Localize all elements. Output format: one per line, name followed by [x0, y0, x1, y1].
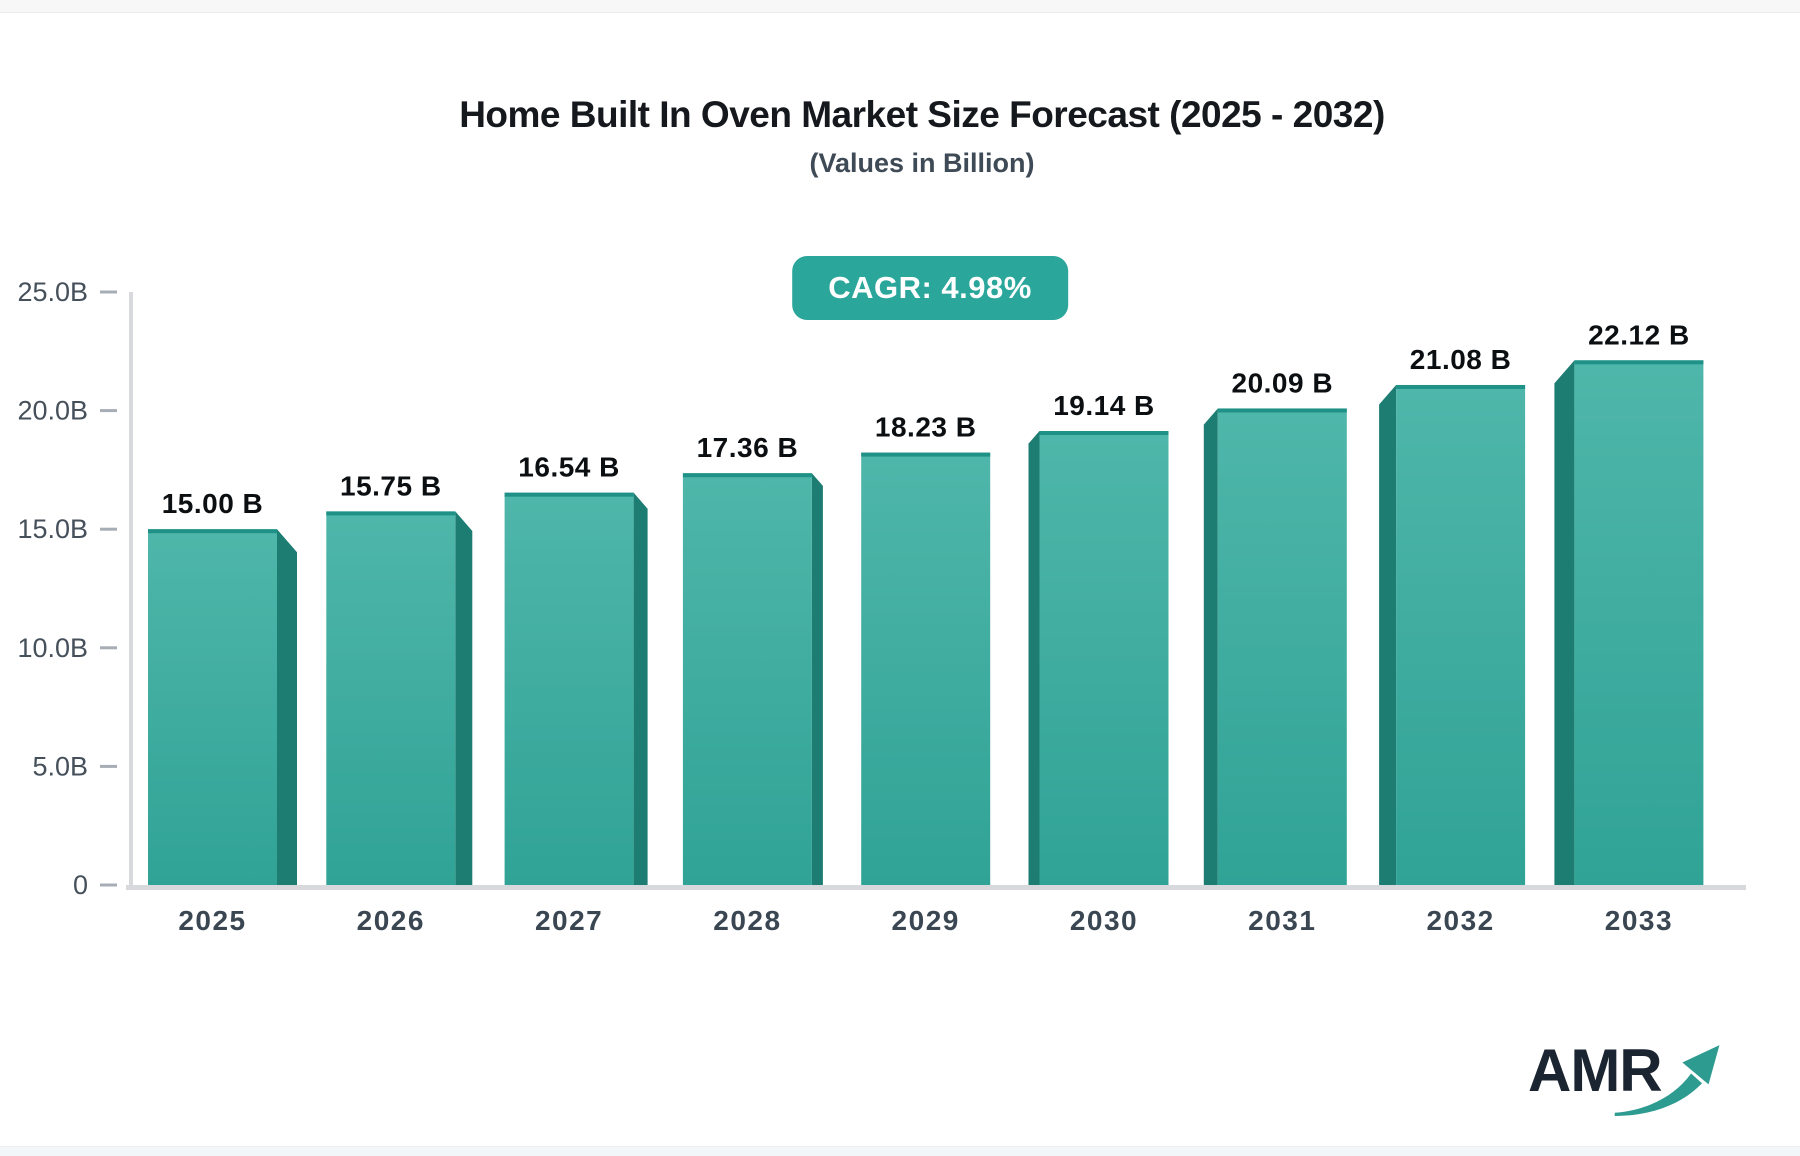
- bar-top-edge: [1039, 430, 1169, 435]
- bar-top-edge: [682, 473, 812, 478]
- y-tick-mark: [100, 764, 117, 768]
- y-tick-mark: [100, 290, 117, 294]
- bar-3d-side: [455, 511, 473, 885]
- y-tick-label: 25.0B: [17, 277, 88, 307]
- page-top-edge: [0, 0, 1800, 13]
- bar: [682, 473, 812, 885]
- bar: [326, 511, 456, 885]
- bar: [1574, 360, 1704, 885]
- bar-value-label: 15.00 B: [162, 488, 264, 519]
- chart-subtitle: (Values in Billion): [809, 148, 1035, 178]
- bar-3d-side: [1554, 360, 1575, 885]
- y-tick-label: 5.0B: [32, 751, 88, 781]
- y-axis-line: [129, 292, 133, 890]
- x-axis-year-label: 2027: [535, 905, 603, 936]
- x-axis-year-label: 2031: [1248, 905, 1316, 936]
- y-tick-label: 20.0B: [17, 396, 88, 426]
- cagr-badge: CAGR: 4.98%: [792, 256, 1068, 320]
- bar-3d-side: [1379, 384, 1397, 885]
- x-axis-year-label: 2030: [1070, 905, 1138, 936]
- bar: [1217, 408, 1347, 885]
- bar-top-edge: [861, 452, 991, 457]
- y-tick-mark: [100, 646, 117, 650]
- bar-3d-side: [633, 492, 648, 885]
- bar-top-edge: [326, 511, 456, 516]
- bar-3d-side: [1203, 408, 1218, 885]
- bar-value-label: 19.14 B: [1053, 390, 1155, 421]
- x-axis-baseline: [126, 885, 1746, 890]
- x-axis-year-label: 2028: [713, 905, 781, 936]
- x-axis-year-label: 2026: [357, 905, 425, 936]
- bar: [1396, 384, 1526, 885]
- amr-logo: AMR: [1528, 1036, 1768, 1126]
- y-tick-mark: [100, 883, 117, 887]
- y-tick-label: 0: [73, 870, 88, 900]
- x-axis-year-label: 2029: [892, 905, 960, 936]
- bar-3d-side: [1028, 430, 1040, 885]
- bar-3d-side: [277, 529, 297, 885]
- bar-top-edge: [1574, 360, 1704, 365]
- x-axis-year-label: 2033: [1605, 905, 1673, 936]
- chart-title: Home Built In Oven Market Size Forecast …: [459, 94, 1385, 135]
- bar: [504, 492, 634, 885]
- amr-logo-text: AMR: [1528, 1037, 1663, 1104]
- bar-value-label: 16.54 B: [518, 452, 620, 483]
- x-axis-year-label: 2032: [1426, 905, 1494, 936]
- bar-top-edge: [148, 529, 277, 534]
- y-tick-label: 10.0B: [17, 633, 88, 663]
- x-axis-year-label: 2025: [178, 905, 246, 936]
- bar-value-label: 18.23 B: [875, 412, 977, 443]
- bar-3d-side: [811, 473, 823, 885]
- bar: [148, 529, 277, 885]
- bar: [1039, 430, 1169, 885]
- y-tick-label: 15.0B: [17, 514, 88, 544]
- bar-top-edge: [1217, 408, 1347, 413]
- bar: [861, 452, 991, 885]
- bar-value-label: 15.75 B: [340, 470, 442, 501]
- y-tick-mark: [100, 409, 117, 413]
- bar-value-label: 20.09 B: [1232, 367, 1334, 398]
- bar-value-label: 17.36 B: [697, 432, 799, 463]
- bar-value-label: 21.08 B: [1410, 344, 1512, 375]
- bar-value-label: 22.12 B: [1588, 319, 1690, 350]
- bar-chart-canvas: 0 5.0B 10.0B 15.0B 20.0B 25.0B 15.00 B 2025 15.7…: [17, 277, 1746, 936]
- growth-arrow-icon: [1614, 1045, 1720, 1116]
- bar-top-edge: [504, 492, 634, 497]
- y-tick-mark: [100, 527, 117, 531]
- bar-top-edge: [1396, 384, 1526, 389]
- page-bottom-edge: [0, 1146, 1800, 1156]
